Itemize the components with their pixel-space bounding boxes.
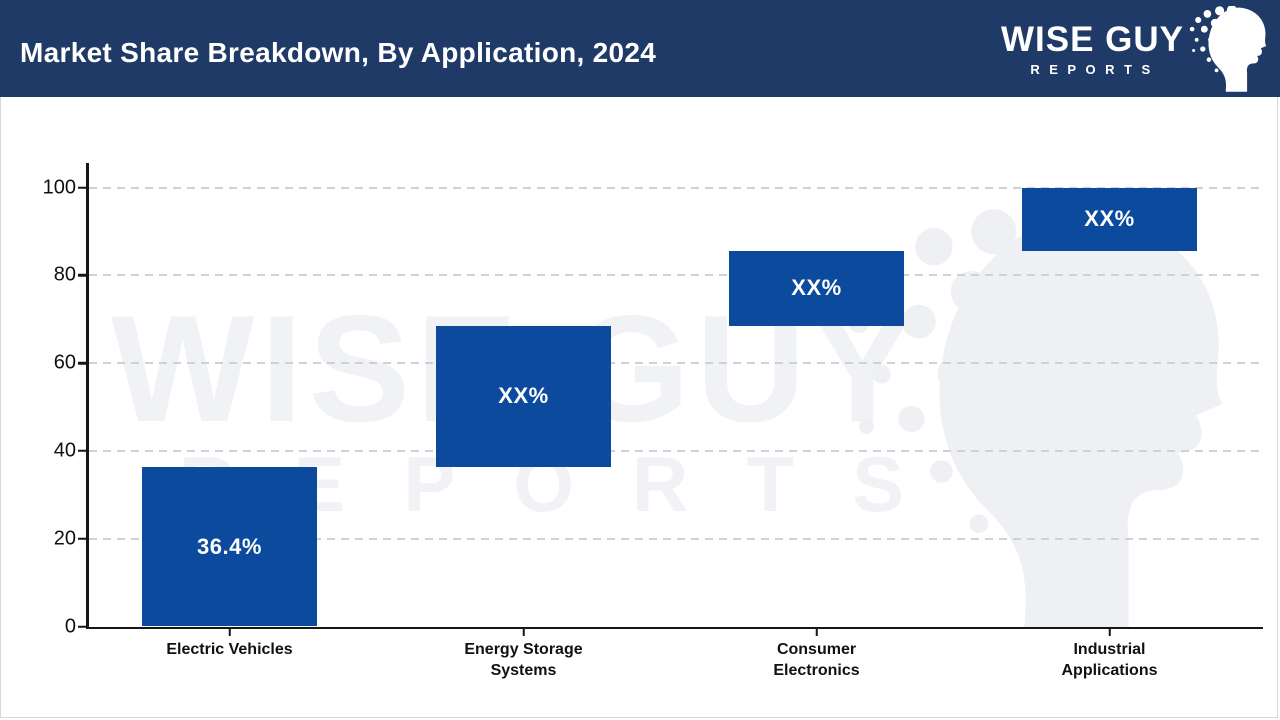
y-axis-tick-label: 0 [64, 615, 76, 637]
x-axis-category-label: Electric Vehicles [166, 641, 293, 658]
x-axis-category-label: Industrial Applications [1061, 641, 1158, 679]
bar-energy-storage-systems: XX% [436, 325, 611, 467]
y-axis-tick-mark [78, 537, 87, 540]
x-axis-tick-mark [522, 629, 525, 636]
x-axis-category-label: Consumer Electronics [773, 641, 860, 679]
gridline-y40 [89, 449, 1262, 452]
y-axis-tick-label: 60 [53, 351, 76, 374]
gridline-y100 [89, 186, 1262, 189]
gridline-y80 [89, 274, 1262, 277]
bar-consumer-electronics: XX% [729, 251, 904, 326]
y-axis-tick-label: 100 [42, 176, 76, 198]
wiseguy-logo-wordmark: WISE GUY [1000, 19, 1184, 59]
y-axis-tick-label: 20 [53, 527, 76, 550]
gridline-y60 [89, 362, 1262, 365]
y-axis-tick-mark [78, 361, 87, 365]
x-axis-tick-mark [1108, 629, 1111, 636]
x-axis-line [86, 626, 1263, 629]
y-axis-tick-mark [78, 186, 87, 189]
header-bar: Market Share Breakdown, By Application, … [0, 0, 1280, 97]
y-axis-line [86, 163, 89, 628]
bar-electric-vehicles: 36.4% [142, 466, 317, 627]
y-axis-tick-label: 40 [53, 439, 76, 462]
bar-value-label: XX% [498, 383, 549, 409]
x-axis-category-label: Energy Storage Systems [464, 641, 583, 679]
bar-value-label: XX% [791, 275, 842, 301]
x-axis-tick-mark [815, 629, 818, 636]
bar-industrial-applications: XX% [1022, 187, 1197, 252]
wiseguy-logo-text: WISE GUY REPORTS [1001, 22, 1184, 77]
y-axis-tick-mark [78, 449, 87, 453]
bar-value-label: XX% [1084, 206, 1135, 232]
wiseguy-logo-subtitle: REPORTS [1030, 61, 1160, 77]
x-axis-tick-mark [228, 629, 231, 636]
y-axis-tick-mark [78, 274, 87, 277]
y-axis-tick-mark [78, 625, 87, 628]
gridline-y20 [89, 537, 1262, 540]
bar-value-label: 36.4% [197, 533, 262, 559]
chart-title: Market Share Breakdown, By Application, … [20, 37, 657, 69]
wiseguy-logo: WISE GUY REPORTS [1001, 6, 1270, 92]
y-axis-tick-label: 80 [53, 263, 76, 286]
